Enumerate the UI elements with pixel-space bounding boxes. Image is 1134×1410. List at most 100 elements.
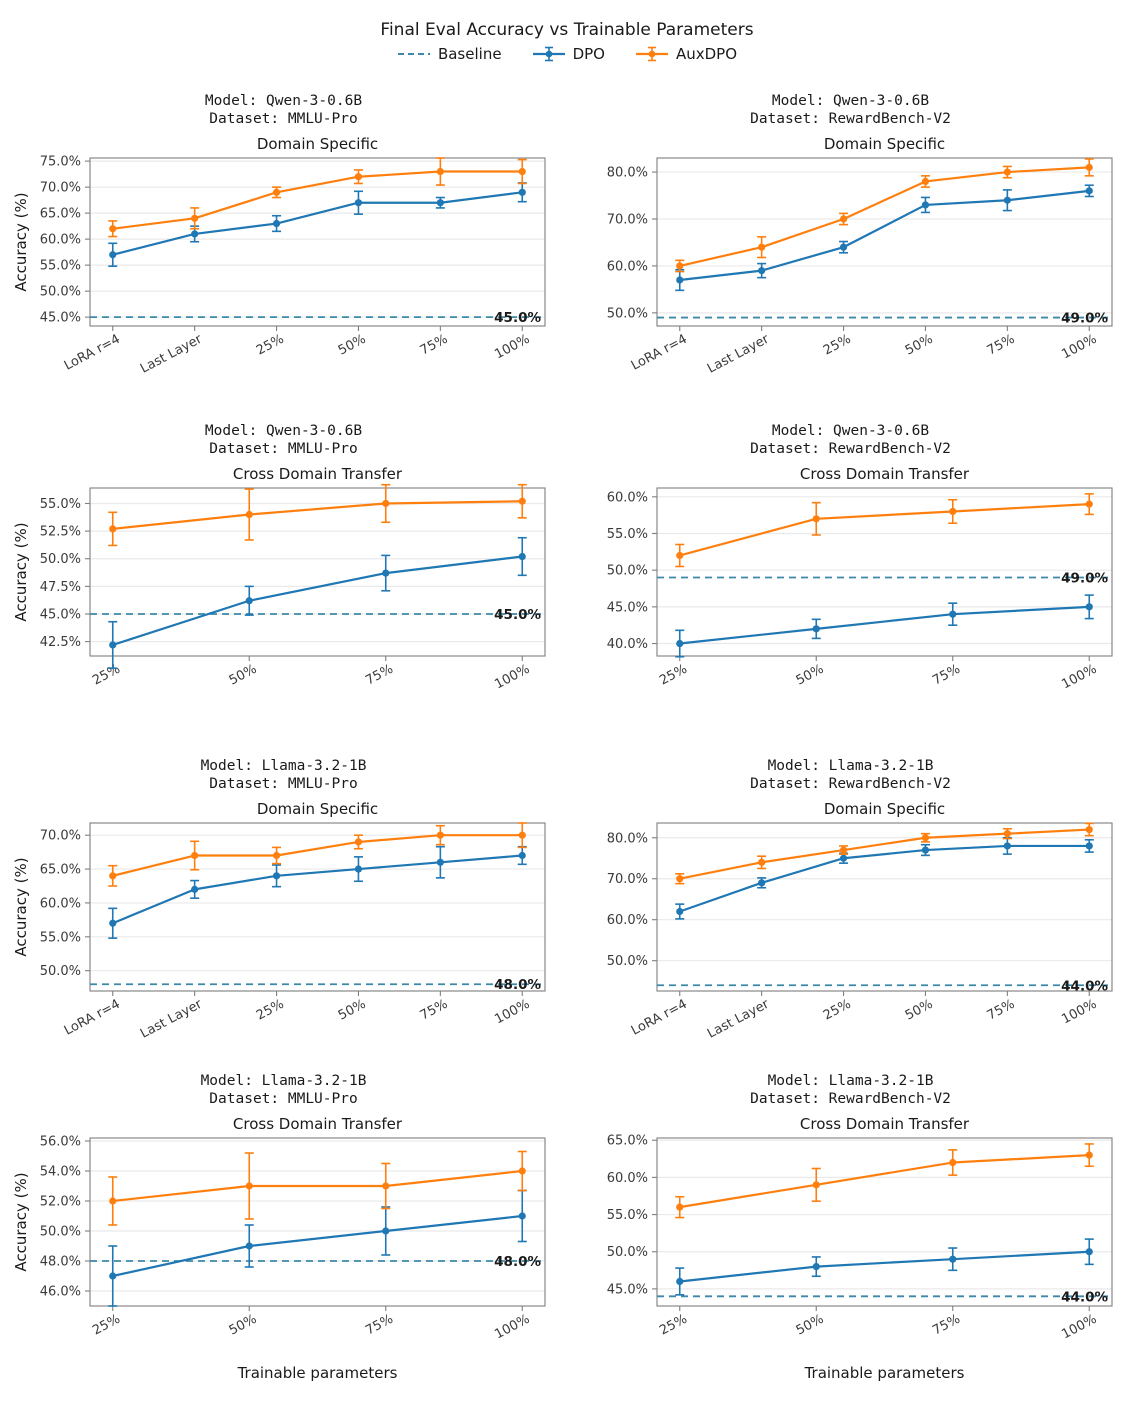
y-axis-label: Accuracy (%)	[12, 1172, 30, 1271]
x-tick-label: 25%	[90, 1312, 123, 1339]
data-point	[272, 188, 281, 196]
data-point	[1003, 196, 1011, 204]
figure-suptitle: Final Eval Accuracy vs Trainable Paramet…	[380, 20, 754, 40]
series-auxdpo	[108, 157, 527, 238]
y-tick-label: 50.0%	[607, 564, 648, 579]
subplot-header-llama-rewardbench-domain-specific: Model: Llama-3.2-1B Dataset: RewardBench-…	[567, 757, 1134, 794]
series-line	[111, 834, 524, 877]
data-point	[676, 907, 684, 916]
series-dpo	[675, 836, 1094, 920]
data-point	[758, 243, 766, 251]
subplot-header-llama-rewardbench-cross-domain: Model: Llama-3.2-1B Dataset: RewardBench-…	[567, 1072, 1134, 1109]
data-point	[921, 834, 930, 842]
x-axis-label: Trainable parameters	[237, 1364, 398, 1382]
x-tick-label: 25%	[821, 997, 854, 1024]
axes-llama-rewardbench-domain-specific: Domain Specific 50.0% 60.0% 70.0% 80.0% LoRA …	[607, 800, 1113, 1042]
subplot-title: Cross Domain Transfer	[800, 1115, 970, 1133]
data-point	[245, 1182, 253, 1190]
series-line	[678, 166, 1091, 268]
x-tick-label: 100%	[1059, 332, 1099, 363]
subplot-model-label: Model: Qwen-3-0.6B	[771, 93, 930, 109]
subplot-header-qwen-mmlu-cross-domain: Model: Qwen-3-0.6B Dataset: MMLU-Pro	[0, 422, 567, 459]
data-point	[921, 177, 930, 186]
x-tick-label: 50%	[794, 1312, 827, 1339]
data-point	[109, 872, 117, 880]
data-point	[436, 167, 444, 176]
y-tick-label: 46.0%	[40, 1285, 81, 1300]
data-point	[1085, 1248, 1093, 1256]
subplot-grid: Model: Qwen-3-0.6B Dataset: MMLU-Pro Domai…	[0, 78, 1134, 1382]
subplot-title: Cross Domain Transfer	[233, 1115, 403, 1133]
subplot-llama-mmlu-cross-domain: Model: Llama-3.2-1B Dataset: MMLU-Pro Cros…	[0, 1058, 567, 1382]
data-point	[839, 854, 848, 862]
legend-item-baseline: Baseline	[397, 44, 502, 63]
y-tick-label: 52.0%	[40, 1195, 81, 1210]
axes-frame	[656, 487, 1113, 657]
data-point	[1085, 163, 1093, 171]
legend-label-baseline: Baseline	[437, 44, 502, 63]
y-tick-label: 50.0%	[40, 285, 81, 300]
data-point	[518, 167, 526, 176]
baseline-dash-icon	[397, 53, 430, 55]
data-point	[812, 515, 820, 523]
subplot-llama-rewardbench-cross-domain: Model: Llama-3.2-1B Dataset: RewardBench-…	[567, 1058, 1134, 1382]
subplot-dataset-label: Dataset: RewardBench-V2	[750, 441, 951, 458]
y-tick-label: 50.0%	[607, 1245, 648, 1260]
series-line	[111, 555, 524, 647]
legend-label-auxdpo: AuxDPO	[675, 44, 738, 63]
axes-frame	[89, 822, 546, 992]
data-point	[191, 851, 199, 860]
series-line	[678, 844, 1091, 913]
x-tick-label: 25%	[657, 1312, 690, 1339]
subplot-qwen-mmlu-cross-domain: Model: Qwen-3-0.6B Dataset: MMLU-Pro Cross…	[0, 408, 567, 731]
x-tick-label: 75%	[418, 997, 451, 1024]
data-point	[758, 267, 766, 275]
series-line	[678, 1153, 1091, 1209]
subplot-qwen-mmlu-domain-specific: Model: Qwen-3-0.6B Dataset: MMLU-Pro Domai…	[0, 78, 567, 401]
axes-frame	[656, 157, 1113, 327]
subplot-title: Domain Specific	[257, 800, 378, 818]
subplot-model-label: Model: Llama-3.2-1B	[767, 1073, 934, 1089]
axes-qwen-rewardbench-domain-specific: Domain Specific 50.0% 60.0% 70.0% 80.0% LoRA …	[607, 135, 1113, 377]
y-tick-label: 70.0%	[40, 829, 81, 844]
baseline-value-label: 44.0%	[1061, 978, 1108, 994]
series-line	[111, 1169, 524, 1203]
data-point	[518, 831, 526, 839]
x-tick-label: Last Layer	[138, 331, 205, 376]
y-tick-label: 80.0%	[607, 166, 648, 181]
series-line	[678, 1250, 1091, 1283]
x-tick-label: 50%	[903, 332, 936, 359]
data-point	[382, 569, 390, 577]
data-point	[354, 199, 363, 207]
data-point	[1085, 500, 1093, 508]
subplot-llama-rewardbench-domain-specific: Model: Llama-3.2-1B Dataset: RewardBench-…	[567, 743, 1134, 1066]
x-tick-label: 75%	[985, 332, 1018, 359]
y-tick-label: 65.0%	[607, 1134, 648, 1149]
series-line	[111, 170, 524, 230]
series-auxdpo	[675, 158, 1094, 273]
subplot-title: Domain Specific	[824, 135, 945, 153]
data-point	[1085, 187, 1093, 195]
x-tick-label: 100%	[492, 1312, 532, 1343]
y-tick-label: 50.0%	[40, 1225, 81, 1240]
y-tick-label: 60.0%	[607, 1171, 648, 1186]
data-point	[518, 188, 526, 196]
y-tick-label: 42.5%	[40, 635, 81, 650]
series-line	[111, 854, 524, 925]
x-tick-label: 25%	[657, 662, 690, 689]
x-tick-label: 50%	[336, 997, 369, 1024]
data-point	[191, 230, 199, 238]
subplot-header-llama-mmlu-domain-specific: Model: Llama-3.2-1B Dataset: MMLU-Pro	[0, 757, 567, 794]
x-axis-label: Trainable parameters	[804, 1364, 965, 1382]
subplot-qwen-rewardbench-cross-domain: Model: Qwen-3-0.6B Dataset: RewardBench-V…	[567, 408, 1134, 731]
data-point	[1085, 825, 1093, 834]
legend-item-auxdpo: AuxDPO	[635, 46, 737, 62]
legend-label-dpo: DPO	[572, 44, 605, 63]
series-line	[678, 605, 1091, 645]
baseline-value-label: 48.0%	[494, 1254, 541, 1270]
axes-llama-mmlu-cross-domain: Cross Domain Transfer 46.0% 48.0% 50.0% 52.0…	[12, 1115, 546, 1382]
baseline-value-label: 45.0%	[494, 607, 541, 623]
axes-qwen-mmlu-domain-specific: Domain Specific 45.0% 50.0% 55.0% 60.0% 65.0%…	[12, 135, 546, 377]
data-point	[1085, 603, 1093, 611]
axes-llama-mmlu-domain-specific: Domain Specific 50.0% 55.0% 60.0% 65.0% 70.0%…	[12, 800, 546, 1042]
